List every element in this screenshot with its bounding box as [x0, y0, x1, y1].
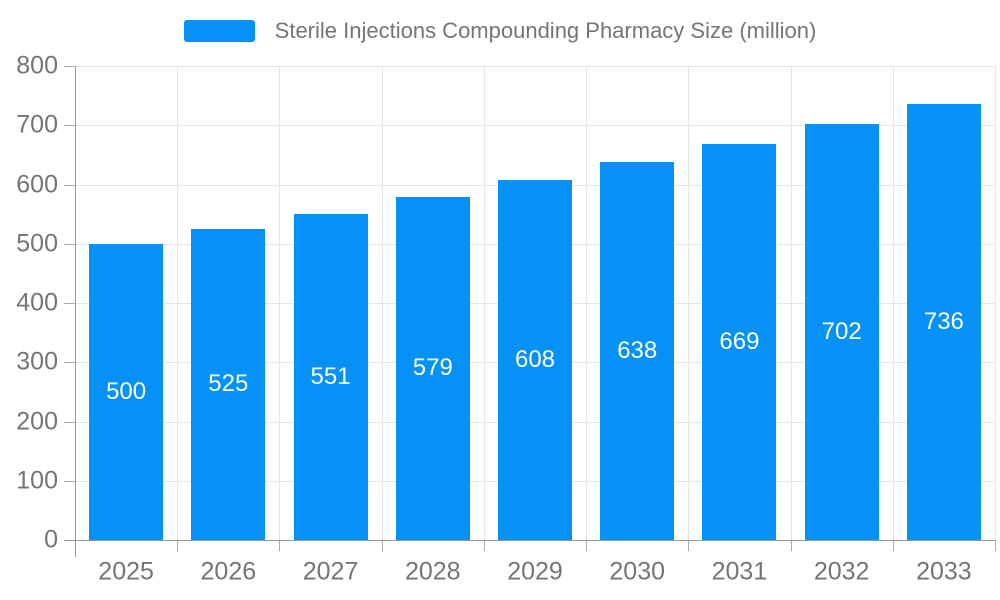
- bar-2025[interactable]: [89, 243, 164, 540]
- legend-item[interactable]: Sterile Injections Compounding Pharmacy …: [0, 18, 1000, 44]
- x-axis-tick: [483, 540, 485, 551]
- x-axis-tick: [586, 540, 588, 551]
- y-axis-label: 500: [16, 229, 58, 258]
- bar-2033[interactable]: [906, 103, 981, 540]
- y-axis-label: 400: [16, 288, 58, 317]
- y-axis-line: [75, 66, 76, 557]
- bar-2026[interactable]: [191, 228, 266, 540]
- legend-swatch: [183, 20, 255, 42]
- y-axis-label: 800: [16, 51, 58, 80]
- y-axis-tick: [64, 303, 75, 304]
- x-axis-tick: [381, 540, 383, 551]
- bar-2027[interactable]: [293, 213, 368, 540]
- legend-label: Sterile Injections Compounding Pharmacy …: [274, 18, 817, 43]
- bar-2031[interactable]: [702, 143, 777, 540]
- x-axis-label: 2032: [813, 557, 870, 586]
- y-axis-tick: [64, 66, 75, 67]
- gridline-horizontal: [75, 66, 995, 67]
- y-axis-label: 600: [16, 170, 58, 198]
- x-axis-label: 2029: [507, 557, 563, 586]
- x-axis-label: 2031: [711, 557, 768, 586]
- gridline-vertical: [688, 66, 690, 540]
- bar-2030[interactable]: [600, 161, 675, 540]
- x-axis-label: 2033: [916, 557, 972, 586]
- gridline-vertical: [177, 66, 179, 540]
- gridline-vertical: [279, 66, 281, 540]
- x-axis-tick: [892, 540, 894, 551]
- y-axis-tick: [64, 421, 75, 423]
- x-axis-tick: [279, 540, 281, 551]
- x-axis-label: 2028: [404, 557, 461, 586]
- y-axis-tick: [64, 362, 75, 364]
- x-axis-tick: [688, 540, 690, 551]
- y-axis-tick: [64, 184, 75, 186]
- x-axis-label: 2025: [98, 557, 154, 586]
- y-axis-label: 100: [16, 466, 58, 495]
- x-axis-line: [64, 540, 995, 541]
- x-axis-label: 2030: [609, 557, 666, 586]
- gridline-vertical: [586, 66, 588, 540]
- y-axis-tick: [64, 125, 75, 127]
- bar-2029[interactable]: [498, 179, 572, 540]
- y-axis-tick: [64, 243, 75, 245]
- y-axis-label: 0: [44, 525, 58, 554]
- bar-2032[interactable]: [804, 124, 879, 540]
- gridline-horizontal: [75, 125, 995, 127]
- y-axis-label: 200: [16, 407, 58, 435]
- gridline-vertical: [995, 66, 996, 540]
- gridline-vertical: [483, 66, 485, 540]
- x-axis-tick: [995, 540, 996, 551]
- x-axis-label: 2026: [200, 557, 257, 586]
- gridline-vertical: [790, 66, 792, 540]
- gridline-vertical: [381, 66, 383, 540]
- y-axis-label: 700: [16, 110, 58, 139]
- x-axis-label: 2027: [302, 557, 359, 586]
- gridline-vertical: [892, 66, 894, 540]
- y-axis-tick: [64, 480, 75, 482]
- x-axis-tick: [177, 540, 179, 551]
- y-axis-label: 300: [16, 347, 58, 376]
- x-axis-tick: [790, 540, 792, 551]
- bar-2028[interactable]: [395, 196, 470, 540]
